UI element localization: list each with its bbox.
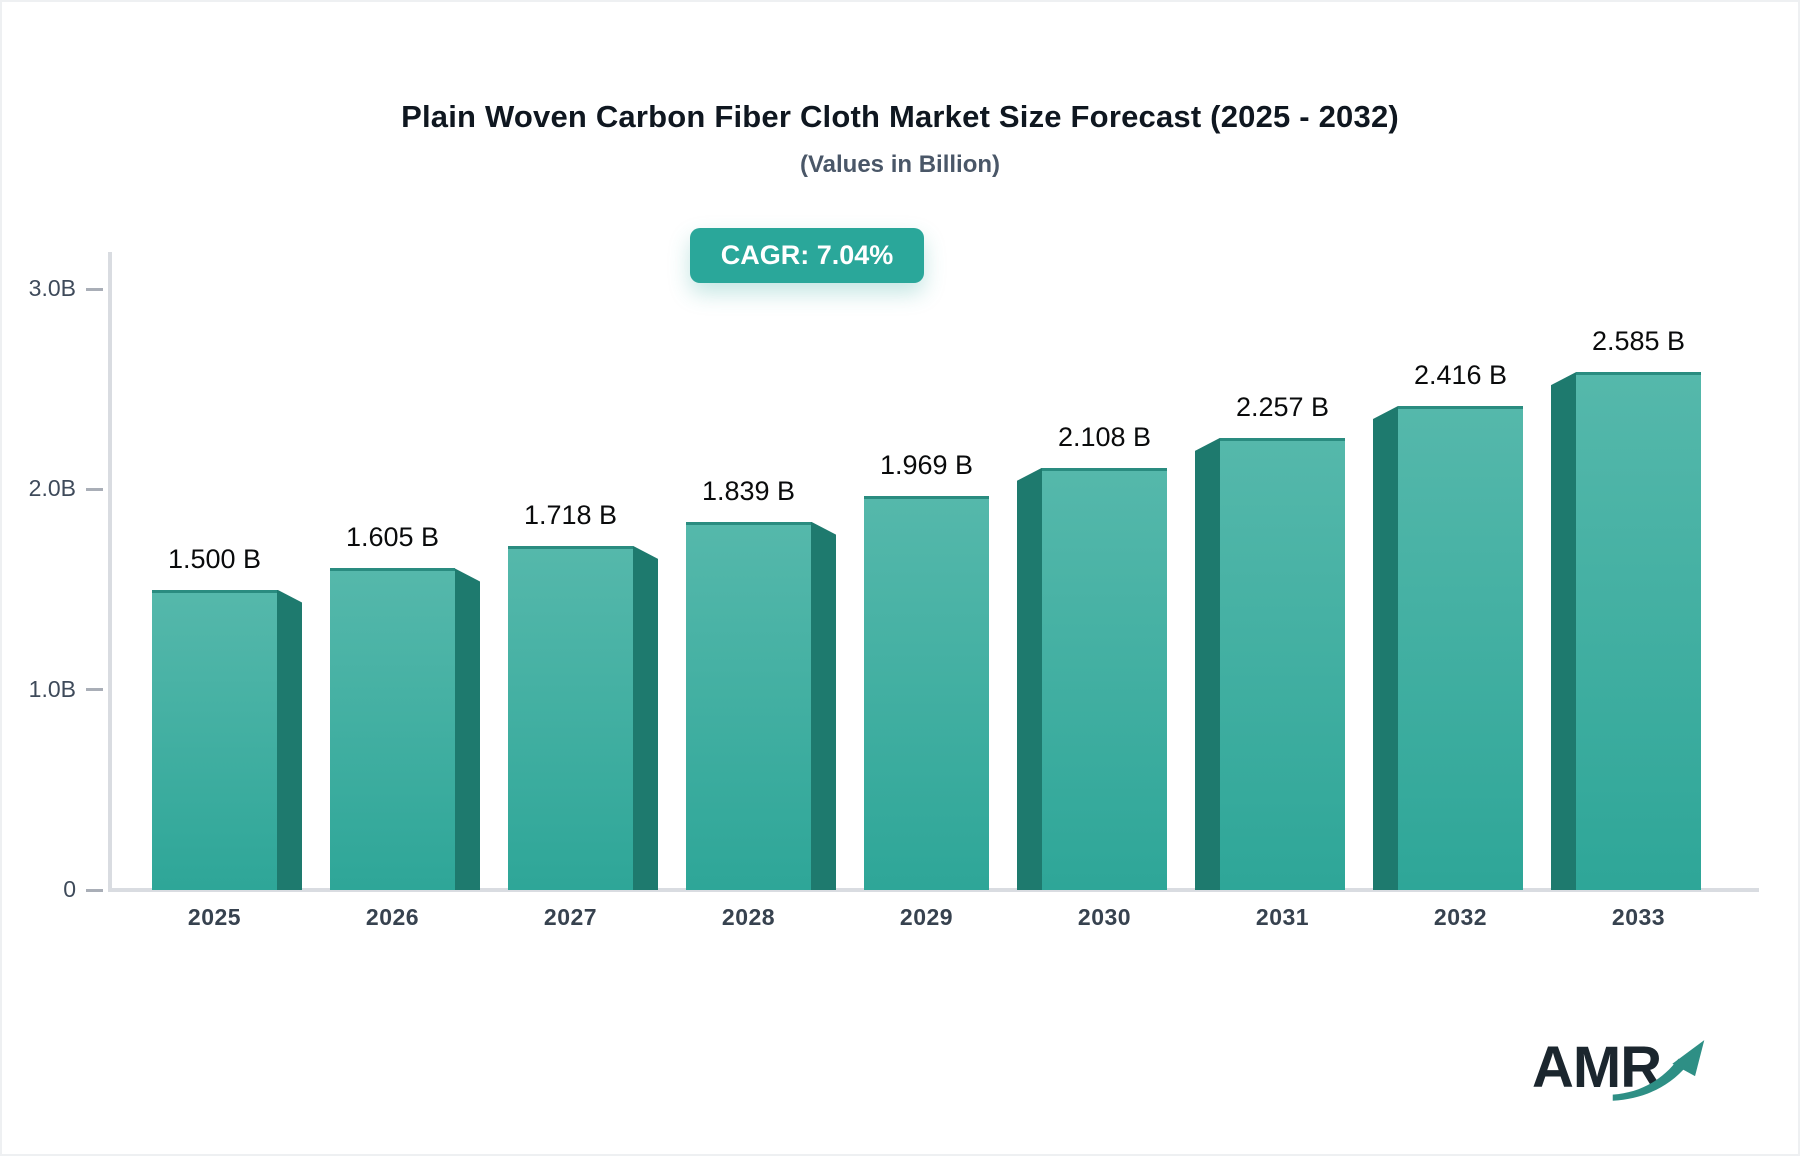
bar-2032 bbox=[1398, 406, 1523, 890]
bar-side-2028 bbox=[811, 521, 836, 890]
bar-value-label-2028: 1.839 B bbox=[701, 475, 796, 506]
amr-logo: AMR bbox=[1532, 1034, 1712, 1114]
y-tick-dash-0 bbox=[86, 888, 103, 892]
y-tick-label-0: 0 bbox=[63, 876, 76, 902]
bar-side-2032 bbox=[1373, 406, 1398, 890]
bar-value-label-2030: 2.108 B bbox=[1057, 421, 1152, 452]
x-tick-label-2029: 2029 bbox=[899, 904, 954, 930]
y-tick-label-3.0B: 3.0B bbox=[28, 275, 76, 301]
x-tick-label-2026: 2026 bbox=[365, 904, 420, 930]
bar-value-label-2033: 2.585 B bbox=[1591, 326, 1686, 357]
bar-value-label-2025: 1.500 B bbox=[167, 543, 262, 574]
y-axis-line bbox=[108, 252, 112, 892]
x-tick-label-2027: 2027 bbox=[543, 904, 598, 930]
y-tick-dash-2.0B bbox=[86, 487, 103, 491]
x-tick-label-2032: 2032 bbox=[1433, 904, 1488, 930]
x-tick-label-2028: 2028 bbox=[721, 904, 776, 930]
y-tick-dash-1.0B bbox=[86, 688, 103, 692]
bar-value-label-2031: 2.257 B bbox=[1235, 391, 1330, 422]
y-tick-label-2.0B: 2.0B bbox=[28, 475, 76, 502]
y-tick-label-1.0B: 1.0B bbox=[28, 675, 76, 702]
x-tick-label-2033: 2033 bbox=[1611, 904, 1666, 930]
bar-2030 bbox=[1042, 467, 1167, 890]
amr-logo-arrow-icon bbox=[1612, 1040, 1705, 1101]
bar-side-2026 bbox=[455, 568, 480, 890]
bar-side-2033 bbox=[1551, 372, 1576, 890]
bar-value-label-2026: 1.605 B bbox=[345, 522, 440, 553]
bar-side-2025 bbox=[277, 589, 302, 890]
bar-2025 bbox=[152, 589, 277, 890]
bar-value-label-2027: 1.718 B bbox=[523, 499, 618, 530]
bar-2028 bbox=[686, 521, 811, 890]
bar-2029 bbox=[864, 495, 989, 890]
x-tick-label-2025: 2025 bbox=[187, 904, 242, 930]
chart-title: Plain Woven Carbon Fiber Cloth Market Si… bbox=[401, 99, 1399, 134]
x-axis-line bbox=[108, 888, 1759, 892]
cagr-badge-label: CAGR: 7.04% bbox=[720, 240, 894, 270]
y-tick-dash-3.0B bbox=[86, 287, 103, 291]
bar-side-2027 bbox=[633, 545, 658, 890]
bar-2033 bbox=[1576, 372, 1701, 890]
bar-side-2031 bbox=[1195, 437, 1220, 890]
bar-side-2030 bbox=[1017, 467, 1042, 890]
bar-value-label-2029: 1.969 B bbox=[879, 449, 974, 480]
bar-value-label-2032: 2.416 B bbox=[1413, 360, 1508, 390]
chart-subtitle: (Values in Billion) bbox=[799, 151, 1001, 178]
bar-2026 bbox=[330, 568, 455, 890]
x-tick-label-2030: 2030 bbox=[1077, 904, 1132, 930]
bar-2027 bbox=[508, 545, 633, 890]
x-tick-label-2031: 2031 bbox=[1255, 904, 1310, 930]
bar-2031 bbox=[1220, 437, 1345, 890]
cagr-badge: CAGR: 7.04% bbox=[690, 228, 924, 283]
